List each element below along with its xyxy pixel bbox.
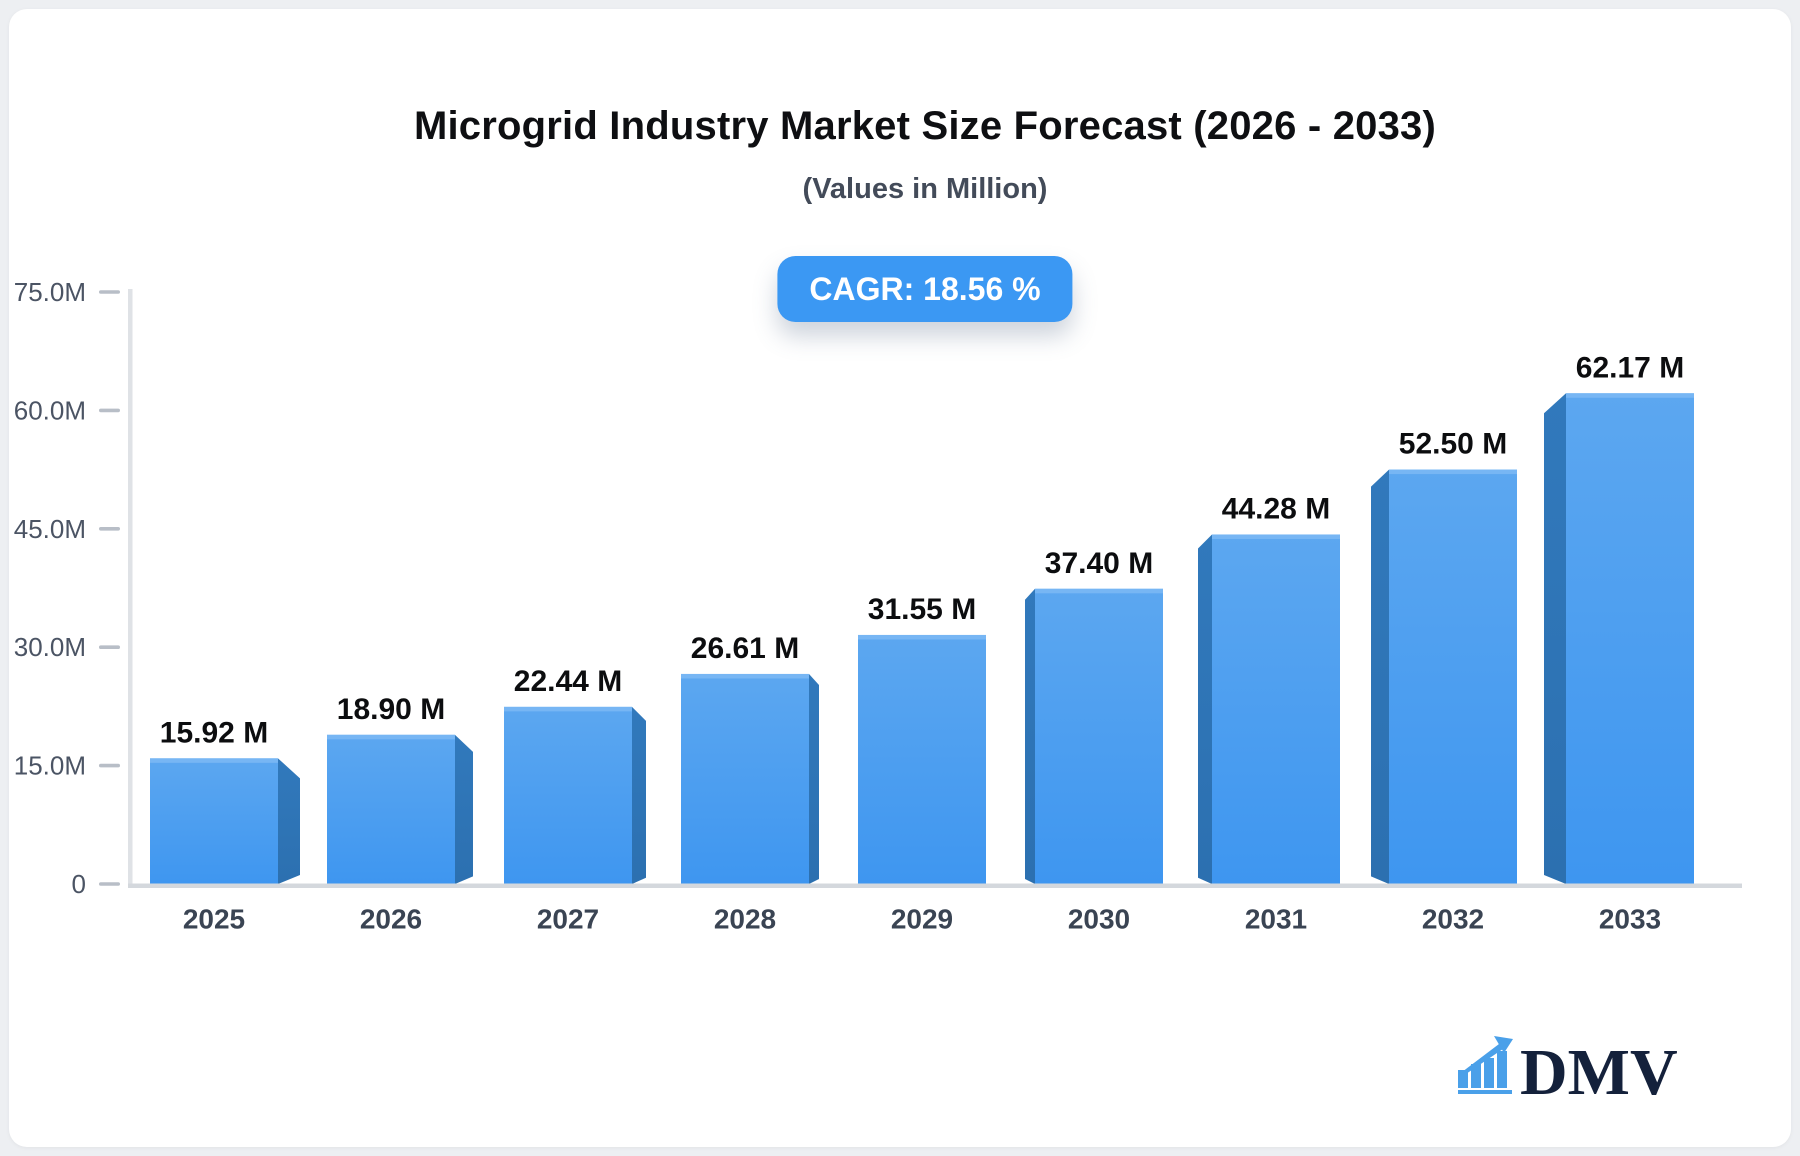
x-category-label: 2030 bbox=[1068, 904, 1130, 935]
bar-top-highlight bbox=[858, 634, 986, 640]
bar-side-face bbox=[1025, 588, 1035, 884]
bar-value-label: 44.28 M bbox=[1222, 492, 1330, 525]
x-category-label: 2033 bbox=[1599, 904, 1661, 935]
cagr-badge: CAGR: 18.56 % bbox=[777, 256, 1073, 322]
bar-value-label: 62.17 M bbox=[1576, 351, 1684, 384]
chart-header: Microgrid Industry Market Size Forecast … bbox=[50, 0, 1800, 206]
y-axis-line bbox=[128, 289, 133, 884]
chart-title: Microgrid Industry Market Size Forecast … bbox=[413, 104, 1437, 148]
x-category-label: 2031 bbox=[1245, 904, 1307, 935]
dmv-logo: DMV bbox=[1458, 1022, 1758, 1106]
bar-top-highlight bbox=[504, 706, 632, 712]
y-tick-label: 0 bbox=[72, 869, 86, 899]
bar-value-label: 26.61 M bbox=[691, 632, 799, 665]
y-tick-label: 60.0M bbox=[14, 395, 86, 425]
chart-subtitle: (Values in Million) bbox=[802, 173, 1048, 205]
bar-value-label: 31.55 M bbox=[868, 593, 976, 626]
y-tick-dash bbox=[99, 645, 120, 649]
x-axis-labels: 2025 2026 2027 2028 2029 2030 2031 2032 2033 bbox=[183, 904, 1661, 935]
bar-front-face bbox=[1035, 588, 1163, 885]
y-tick-label: 45.0M bbox=[14, 514, 86, 544]
bar-2026: 18.90 M bbox=[327, 693, 473, 885]
y-tick-label: 75.0M bbox=[14, 277, 86, 307]
bar-front-face bbox=[150, 758, 278, 885]
bar-front-face bbox=[858, 634, 986, 885]
bar-top-highlight bbox=[150, 758, 278, 763]
x-axis-line bbox=[128, 883, 1742, 888]
bar-top-highlight bbox=[1566, 393, 1694, 398]
x-category-label: 2027 bbox=[537, 904, 599, 935]
y-tick-label: 30.0M bbox=[14, 632, 86, 662]
y-tick-dash bbox=[99, 290, 120, 294]
bar-2027: 22.44 M bbox=[504, 665, 646, 885]
bar-front-face bbox=[681, 673, 809, 885]
bar-side-face bbox=[1371, 469, 1389, 884]
bar-front-face bbox=[1389, 469, 1517, 885]
bar-top-highlight bbox=[681, 673, 809, 679]
x-category-label: 2025 bbox=[183, 904, 245, 935]
bar-2028: 26.61 M bbox=[681, 632, 819, 885]
bar-side-face bbox=[632, 706, 646, 884]
bar-value-label: 15.92 M bbox=[160, 716, 268, 749]
y-tick-dash bbox=[99, 527, 120, 531]
bar-top-highlight bbox=[1389, 469, 1517, 475]
bar-side-face bbox=[1544, 393, 1566, 884]
bar-2030: 37.40 M bbox=[1025, 547, 1163, 885]
bar-2031: 44.28 M bbox=[1198, 492, 1340, 885]
bar-2025: 15.92 M bbox=[150, 716, 300, 885]
y-axis-ticks: 0 15.0M 30.0M 45.0M 60.0M 75.0M bbox=[14, 277, 120, 899]
bar-2032: 52.50 M bbox=[1371, 428, 1517, 885]
bar-top-highlight bbox=[327, 734, 455, 740]
dmv-logo-text: DMV bbox=[1520, 1036, 1678, 1109]
bar-value-label: 37.40 M bbox=[1045, 547, 1153, 580]
bar-front-face bbox=[1566, 393, 1694, 885]
y-tick-dash bbox=[99, 882, 120, 886]
bar-side-face bbox=[278, 758, 300, 884]
bar-2029: 31.55 M bbox=[858, 593, 986, 885]
x-category-label: 2026 bbox=[360, 904, 422, 935]
bars-group: 15.92 M 18.90 M 22.44 M 26.61 M 31.55 M 37.40… bbox=[150, 351, 1694, 885]
bar-value-label: 18.90 M bbox=[337, 693, 445, 726]
bar-front-face bbox=[504, 706, 632, 885]
bar-side-face bbox=[455, 734, 473, 884]
y-tick-dash bbox=[99, 763, 120, 768]
bar-top-highlight bbox=[1212, 534, 1340, 539]
y-tick-label: 15.0M bbox=[14, 751, 86, 781]
x-category-label: 2028 bbox=[714, 904, 776, 935]
bar-value-label: 22.44 M bbox=[514, 665, 622, 698]
bar-2033: 62.17 M bbox=[1544, 351, 1694, 885]
growth-chart-arrow-icon bbox=[1458, 1036, 1513, 1094]
bar-value-label: 52.50 M bbox=[1399, 428, 1507, 461]
bar-side-face bbox=[809, 673, 819, 884]
x-category-label: 2029 bbox=[891, 904, 953, 935]
y-tick-dash bbox=[99, 408, 120, 413]
x-category-label: 2032 bbox=[1422, 904, 1484, 935]
bar-top-highlight bbox=[1035, 588, 1163, 594]
bar-front-face bbox=[1212, 534, 1340, 885]
bar-front-face bbox=[327, 734, 455, 885]
bar-side-face bbox=[1198, 534, 1212, 884]
